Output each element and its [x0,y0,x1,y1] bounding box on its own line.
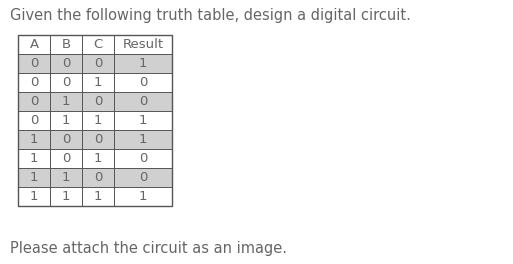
Text: Result: Result [123,38,164,51]
Text: 0: 0 [139,171,147,184]
Text: 0: 0 [62,76,70,89]
Bar [18,92,172,111]
Text: 0: 0 [62,133,70,146]
Text: 0: 0 [94,95,102,108]
Text: 1: 1 [62,95,70,108]
Text: 0: 0 [62,57,70,70]
Text: 1: 1 [94,152,102,165]
Text: C: C [93,38,103,51]
Text: 1: 1 [139,114,147,127]
Text: 1: 1 [30,171,38,184]
Text: 1: 1 [62,190,70,203]
Bar [18,130,172,149]
Text: 0: 0 [62,152,70,165]
Text: 1: 1 [139,57,147,70]
Text: 1: 1 [94,76,102,89]
Text: A: A [29,38,38,51]
Text: 1: 1 [62,171,70,184]
Text: 0: 0 [139,95,147,108]
Text: 0: 0 [94,57,102,70]
Text: Given the following truth table, design a digital circuit.: Given the following truth table, design … [10,8,411,23]
Text: 1: 1 [94,190,102,203]
Text: 0: 0 [30,57,38,70]
Text: 1: 1 [30,190,38,203]
Text: 1: 1 [30,133,38,146]
Text: Please attach the circuit as an image.: Please attach the circuit as an image. [10,241,287,256]
Text: 0: 0 [94,133,102,146]
Text: 0: 0 [139,76,147,89]
Text: 1: 1 [139,190,147,203]
Bar [18,168,172,187]
Text: 0: 0 [30,114,38,127]
Bar [18,54,172,73]
Text: 1: 1 [94,114,102,127]
Text: 1: 1 [139,133,147,146]
Text: 1: 1 [30,152,38,165]
Text: 0: 0 [94,171,102,184]
Text: 0: 0 [139,152,147,165]
Text: B: B [62,38,71,51]
Text: 1: 1 [62,114,70,127]
Text: 0: 0 [30,76,38,89]
Text: 0: 0 [30,95,38,108]
